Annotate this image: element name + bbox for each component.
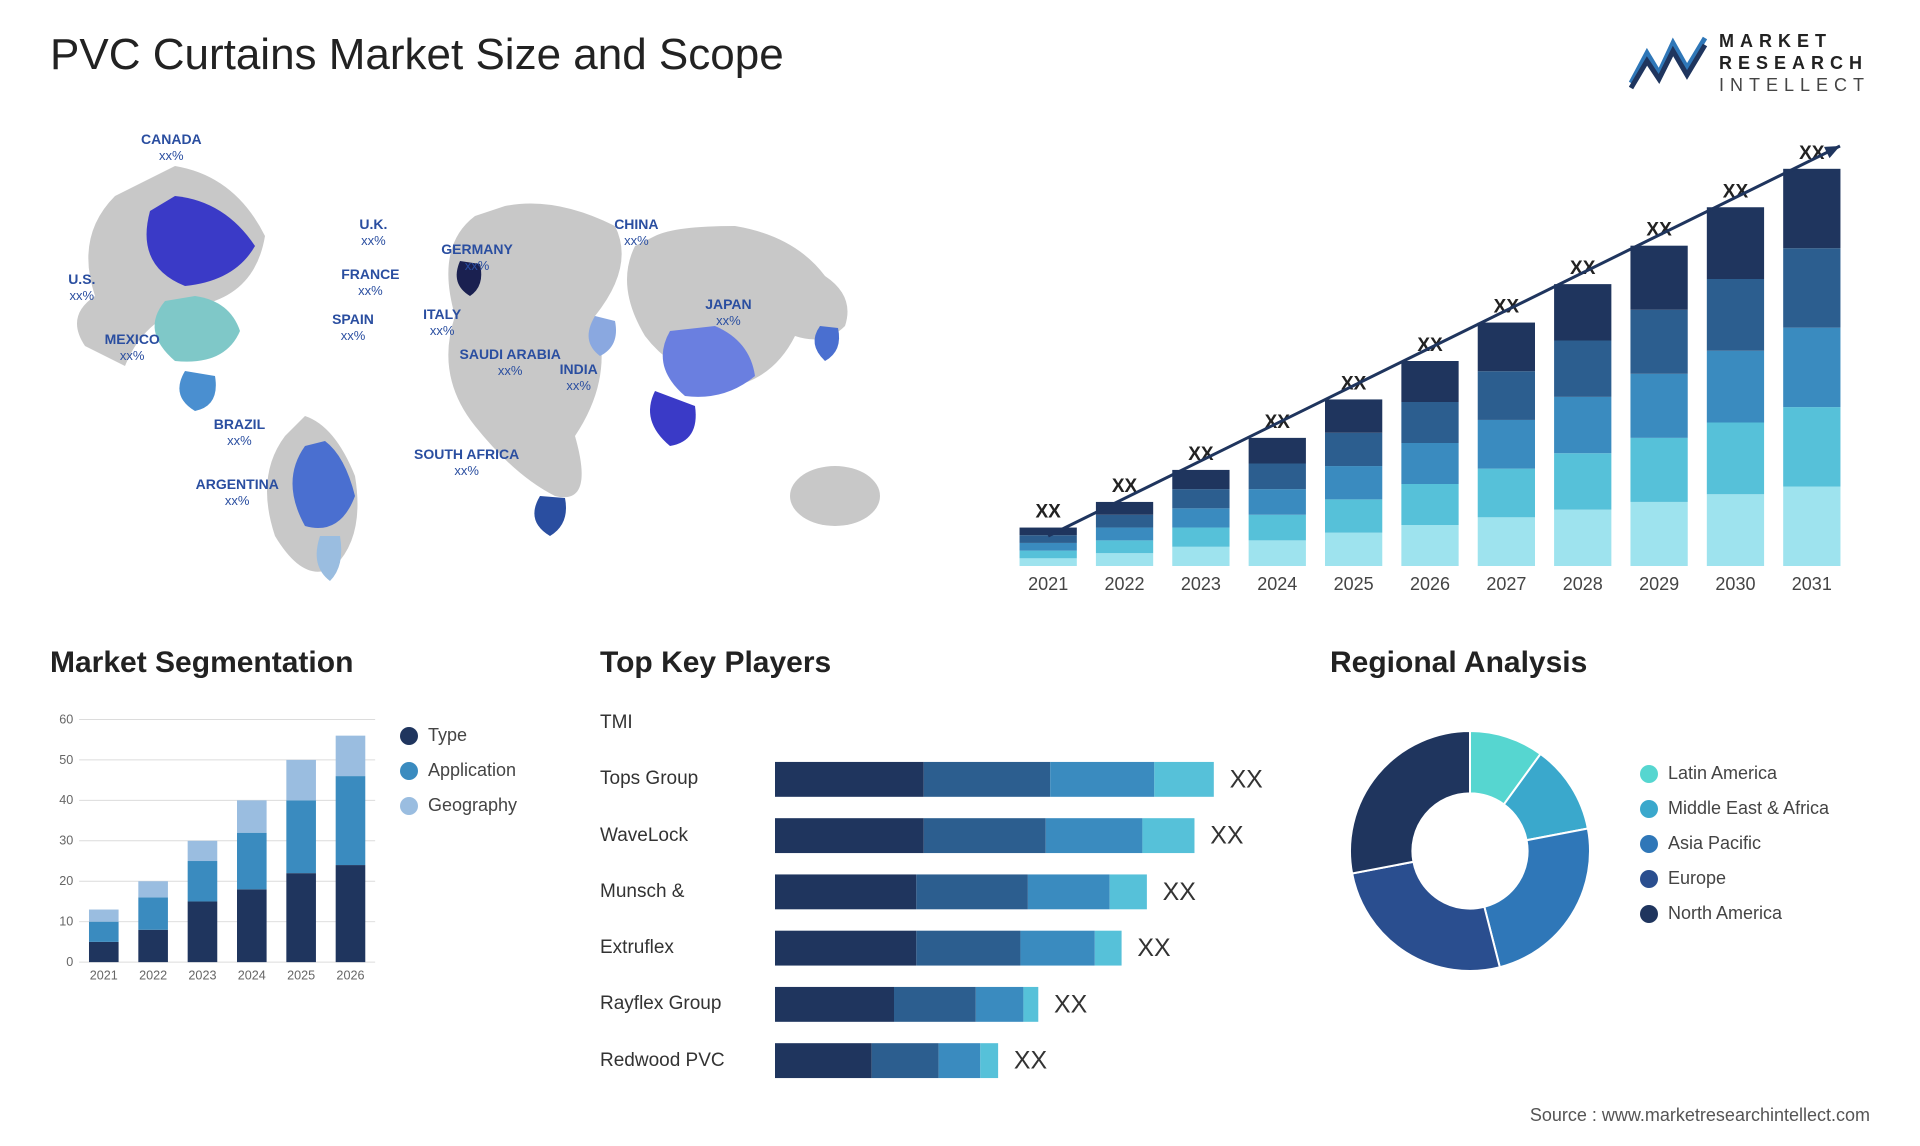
players-names: TMITops GroupWaveLockMunsch &ExtruflexRa… (600, 695, 760, 1089)
logo-text-1: MARKET (1719, 30, 1870, 52)
regional-legend: Latin America Middle East & Africa Asia Pa… (1640, 763, 1870, 938)
map-label-brazil: BRAZILxx% (214, 416, 265, 449)
svg-text:2025: 2025 (1334, 574, 1374, 594)
region-legend-item: Middle East & Africa (1640, 798, 1870, 819)
region-legend-item: North America (1640, 903, 1870, 924)
regional-title: Regional Analysis (1330, 646, 1870, 680)
player-name: Extruflex (600, 920, 760, 976)
svg-text:0: 0 (66, 955, 73, 969)
svg-text:2027: 2027 (1486, 574, 1526, 594)
svg-text:XX: XX (1137, 934, 1171, 962)
map-label-japan: JAPANxx% (705, 296, 751, 329)
map-label-u-s-: U.S.xx% (68, 271, 95, 304)
svg-text:2022: 2022 (1105, 574, 1145, 594)
players-title: Top Key Players (600, 646, 1300, 680)
player-name: Tops Group (600, 751, 760, 807)
map-label-spain: SPAINxx% (332, 311, 374, 344)
regional-donut (1330, 711, 1610, 991)
svg-text:2026: 2026 (336, 969, 364, 983)
map-label-south-africa: SOUTH AFRICAxx% (414, 446, 519, 479)
map-label-canada: CANADAxx% (141, 131, 202, 164)
map-label-saudi-arabia: SAUDI ARABIAxx% (460, 346, 561, 379)
player-name: Redwood PVC (600, 1033, 760, 1089)
svg-text:2023: 2023 (1181, 574, 1221, 594)
svg-text:XX: XX (1163, 878, 1197, 906)
svg-text:30: 30 (59, 834, 73, 848)
logo-icon (1629, 33, 1709, 93)
svg-text:2029: 2029 (1639, 574, 1679, 594)
page-title: PVC Curtains Market Size and Scope (50, 30, 784, 80)
svg-text:2026: 2026 (1410, 574, 1450, 594)
svg-text:2021: 2021 (1028, 574, 1068, 594)
svg-text:2024: 2024 (238, 969, 266, 983)
map-label-mexico: MEXICOxx% (105, 331, 160, 364)
map-label-france: FRANCExx% (341, 266, 399, 299)
svg-text:XX: XX (1210, 822, 1244, 850)
segmentation-chart: 0 10 20 30 40 50 60 2021 2022 2023 2024 2025 2026 (50, 695, 380, 1006)
svg-text:2024: 2024 (1257, 574, 1297, 594)
player-name: WaveLock (600, 808, 760, 864)
svg-text:2028: 2028 (1563, 574, 1603, 594)
svg-text:2023: 2023 (188, 969, 216, 983)
svg-text:XX: XX (1014, 1047, 1048, 1075)
svg-text:10: 10 (59, 915, 73, 929)
map-label-italy: ITALYxx% (423, 306, 461, 339)
seg-legend-application: Application (400, 760, 570, 781)
seg-legend-geography: Geography (400, 795, 570, 816)
regional-panel: Regional Analysis Latin America Middle Ea… (1330, 646, 1870, 1006)
seg-legend-type: Type (400, 725, 570, 746)
svg-text:XX: XX (1230, 765, 1264, 793)
map-label-argentina: ARGENTINAxx% (196, 476, 279, 509)
svg-text:60: 60 (59, 712, 73, 726)
segmentation-title: Market Segmentation (50, 646, 570, 680)
svg-text:2031: 2031 (1792, 574, 1832, 594)
svg-text:2030: 2030 (1715, 574, 1755, 594)
player-name: Rayflex Group (600, 976, 760, 1032)
map-label-u-k-: U.K.xx% (359, 216, 387, 249)
logo-text-3: INTELLECT (1719, 74, 1870, 96)
region-legend-item: Europe (1640, 868, 1870, 889)
player-name: Munsch & (600, 864, 760, 920)
logo-text-2: RESEARCH (1719, 52, 1870, 74)
svg-text:2021: 2021 (90, 969, 118, 983)
svg-text:XX: XX (1036, 502, 1062, 523)
svg-text:2022: 2022 (139, 969, 167, 983)
svg-text:20: 20 (59, 874, 73, 888)
svg-text:XX: XX (1054, 990, 1088, 1018)
region-legend-item: Latin America (1640, 763, 1870, 784)
map-label-germany: GERMANYxx% (441, 241, 513, 274)
world-map: CANADAxx% U.S.xx% MEXICOxx% BRAZILxx% ARGENT… (50, 116, 960, 616)
player-name: TMI (600, 695, 760, 751)
segmentation-panel: Market Segmentation 0 10 20 30 40 50 60 2021 202… (50, 646, 570, 1006)
brand-logo: MARKET RESEARCH INTELLECT (1629, 30, 1870, 96)
svg-text:40: 40 (59, 793, 73, 807)
svg-text:2025: 2025 (287, 969, 315, 983)
svg-text:50: 50 (59, 753, 73, 767)
growth-chart: XX2021XX2022XX2023XX2024XX2025XX2026XX20… (990, 116, 1870, 616)
players-panel: Top Key Players TMITops GroupWaveLockMun… (600, 646, 1300, 1006)
map-label-china: CHINAxx% (614, 216, 658, 249)
players-chart: XX XX XX XX XX XX (775, 695, 1300, 1089)
segmentation-legend: Type Application Geography (400, 695, 570, 1006)
map-label-india: INDIAxx% (560, 361, 598, 394)
source-text: Source : www.marketresearchintellect.com (1530, 1105, 1870, 1126)
region-legend-item: Asia Pacific (1640, 833, 1870, 854)
